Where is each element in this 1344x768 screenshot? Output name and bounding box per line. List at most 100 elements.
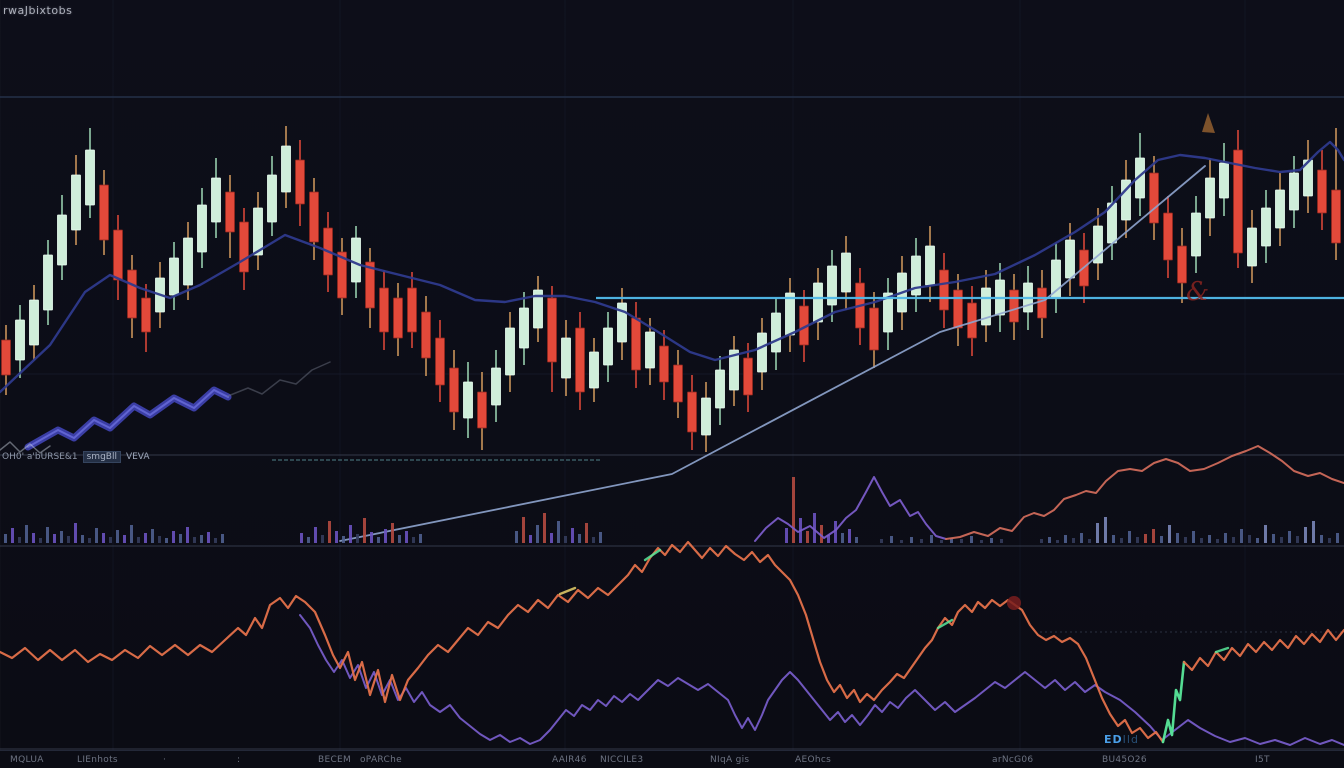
candle[interactable] [141,284,151,352]
candle[interactable] [393,283,403,356]
candle[interactable] [911,238,921,312]
svg-text:&: & [1186,277,1209,307]
candle[interactable] [379,270,389,350]
candle[interactable] [645,318,655,385]
candle[interactable] [659,330,669,400]
candle[interactable] [43,240,53,325]
candle[interactable] [547,286,557,392]
candle[interactable] [701,382,711,452]
candle[interactable] [463,362,473,438]
candle[interactable] [953,274,963,346]
candle[interactable] [1233,130,1243,268]
candle[interactable] [407,272,417,348]
candle[interactable] [687,375,697,450]
candle[interactable] [449,350,459,430]
candle[interactable] [29,285,39,360]
candle[interactable] [631,302,641,388]
candle[interactable] [673,350,683,418]
candle[interactable] [295,140,305,226]
candle[interactable] [589,338,599,402]
candle[interactable] [127,255,137,338]
candle[interactable] [267,156,277,236]
oscillator-lines[interactable] [0,540,1344,746]
candle[interactable] [981,270,991,342]
candle[interactable] [757,318,767,390]
candle[interactable] [519,292,529,365]
candle[interactable] [1303,140,1313,213]
candle[interactable] [365,248,375,328]
candle[interactable] [1177,228,1187,303]
candle[interactable] [1051,243,1061,313]
candle[interactable] [211,158,221,238]
candle[interactable] [477,372,487,450]
candle[interactable] [1149,156,1159,240]
candle[interactable] [421,296,431,376]
candle[interactable] [491,350,501,422]
candlestick-series[interactable] [1,126,1341,452]
candle[interactable] [239,208,249,290]
candle[interactable] [925,226,935,302]
candle[interactable] [281,126,291,208]
time-axis-label: NIqA gis [710,755,750,765]
candle[interactable] [15,305,25,378]
ribbon-indicator[interactable] [0,361,331,454]
moving-average-line[interactable] [0,140,1344,394]
candle[interactable] [183,222,193,300]
candle[interactable] [435,320,445,402]
candle[interactable] [1191,196,1201,273]
candle[interactable] [1009,274,1019,340]
volume-bars[interactable] [4,477,1339,543]
candle[interactable] [1107,186,1117,260]
candle[interactable] [1261,190,1271,263]
candle[interactable] [575,312,585,410]
candle[interactable] [1121,160,1131,238]
candle[interactable] [1,325,11,395]
candle[interactable] [1219,143,1229,216]
candle[interactable] [225,175,235,258]
candle[interactable] [771,298,781,370]
candle[interactable] [1317,150,1327,230]
candle[interactable] [85,128,95,218]
candle[interactable] [57,195,67,280]
candle[interactable] [869,292,879,368]
candle[interactable] [337,238,347,315]
time-axis-label: MQLUA [10,755,44,765]
candle[interactable] [603,312,613,382]
candle[interactable] [253,192,263,270]
candle[interactable] [743,343,753,412]
candle[interactable] [113,215,123,300]
time-axis[interactable]: MQLUA LIEnhots ·: BECEM oPARChe AAIR46 NICCILE… [0,750,1344,768]
middle-indicator-line[interactable] [754,445,1344,542]
time-axis-label: BECEM [318,755,352,765]
candle[interactable] [1247,210,1257,283]
candle[interactable] [813,268,823,340]
event-marker-label: EDIld [1104,733,1139,746]
candle[interactable] [505,312,515,392]
candle[interactable] [169,242,179,310]
indicator-legend[interactable]: OH0' a'bURSE&1 smgBll VEVA [2,451,150,463]
candle[interactable] [883,278,893,350]
candle[interactable] [1163,196,1173,278]
candle[interactable] [1331,128,1341,260]
candle[interactable] [1289,156,1299,228]
candle[interactable] [561,320,571,396]
candle[interactable] [1275,173,1285,246]
candle[interactable] [939,253,949,328]
candle[interactable] [1205,158,1215,236]
candle[interactable] [99,170,109,255]
time-axis-label: AEOhcs [795,755,832,765]
time-axis-label: oPARChe [360,755,402,765]
candle[interactable] [71,155,81,245]
candle[interactable] [197,188,207,268]
candle[interactable] [533,276,543,342]
candle[interactable] [827,250,837,322]
candle[interactable] [1037,270,1047,338]
candle[interactable] [715,356,725,425]
candle[interactable] [785,278,795,352]
trend-line[interactable] [339,165,1206,542]
candle[interactable] [799,290,809,362]
candle[interactable] [729,336,739,406]
red-dot-marker [1007,596,1021,610]
